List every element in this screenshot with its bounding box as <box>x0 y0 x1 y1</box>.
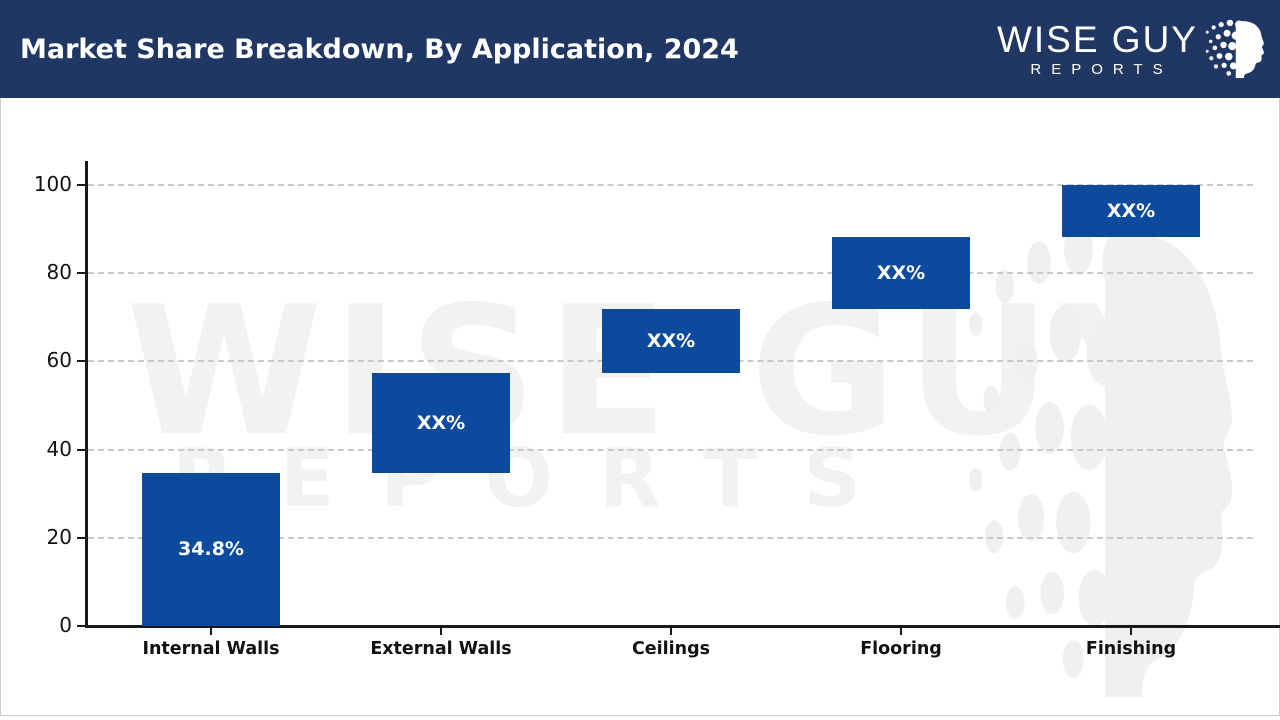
bar-external-walls[interactable]: XX% <box>372 373 510 473</box>
bar-value-label-internal-walls: 34.8% <box>178 538 244 561</box>
x-axis-label-flooring: Flooring <box>860 639 942 659</box>
y-tick-0 <box>77 625 86 627</box>
bar-flooring[interactable]: XX% <box>832 237 970 309</box>
y-tick-label-80: 80 <box>46 260 72 285</box>
x-tick-external-walls <box>440 628 442 635</box>
x-axis-spine <box>85 625 1280 628</box>
header-bar: Market Share Breakdown, By Application, … <box>0 0 1280 98</box>
x-axis-label-ceilings: Ceilings <box>631 639 711 659</box>
gridline-40 <box>88 448 1253 451</box>
x-tick-internal-walls <box>210 628 212 635</box>
y-tick-60 <box>77 360 86 363</box>
y-tick-20 <box>77 536 86 539</box>
gridline-80 <box>88 272 1253 275</box>
x-axis-label-finishing: Finishing <box>1085 639 1177 659</box>
y-tick-label-40: 40 <box>46 436 72 461</box>
logo-wiseguy-text: WISE GUY <box>996 19 1198 60</box>
bar-finishing[interactable]: XX% <box>1062 185 1200 238</box>
y-axis-spine <box>85 161 88 628</box>
bar-value-label-external-walls: XX% <box>416 411 466 434</box>
bar-value-label-ceilings: XX% <box>646 329 696 352</box>
y-tick-40 <box>77 448 86 451</box>
logo: WISE GUY REPORTS <box>997 6 1266 92</box>
x-tick-finishing <box>1130 628 1132 635</box>
x-tick-flooring <box>900 628 902 635</box>
bar-internal-walls[interactable]: 34.8% <box>142 472 280 626</box>
bar-value-label-flooring: XX% <box>876 261 926 284</box>
x-tick-ceilings <box>670 628 672 635</box>
logo-text: WISE GUY REPORTS <box>997 21 1198 77</box>
y-tick-label-60: 60 <box>46 348 72 373</box>
gridline-20 <box>88 536 1253 539</box>
y-tick-label-0: 0 <box>59 613 72 637</box>
logo-reports-text: REPORTS <box>1030 61 1173 78</box>
y-tick-100 <box>77 184 86 187</box>
gridline-100 <box>88 184 1253 187</box>
logo-face-icon <box>1202 6 1266 92</box>
x-axis-label-external-walls: External Walls <box>370 639 512 659</box>
y-tick-80 <box>77 272 86 275</box>
page-title: Market Share Breakdown, By Application, … <box>20 33 739 65</box>
bar-ceilings[interactable]: XX% <box>602 308 740 374</box>
y-tick-label-20: 20 <box>46 524 72 549</box>
x-axis-label-internal-walls: Internal Walls <box>142 639 280 659</box>
watermark-reports-text: REPORTS <box>172 432 908 525</box>
y-tick-label-100: 100 <box>33 172 72 197</box>
bar-value-label-finishing: XX% <box>1106 200 1156 223</box>
